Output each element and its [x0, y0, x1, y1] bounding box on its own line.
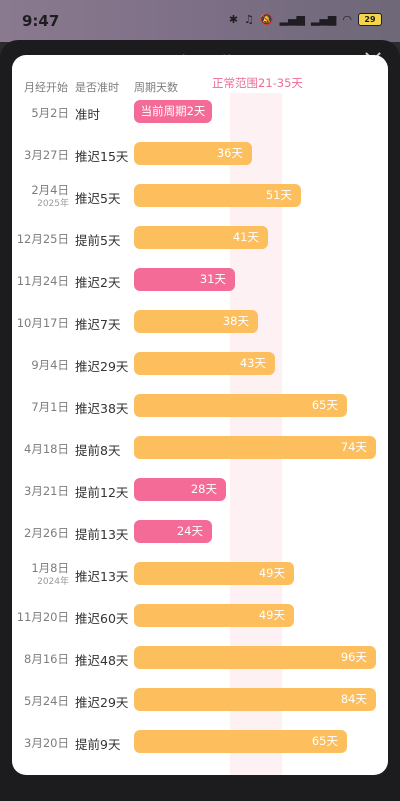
cycle-row[interactable]: 5月2日 准时 当前周期2天	[12, 98, 388, 126]
normal-range-label: 正常范围21-35天	[212, 76, 303, 90]
column-header-start: 月经开始	[24, 81, 68, 94]
cycle-date-text: 9月4日	[31, 358, 69, 372]
cycle-status: 提前12天	[75, 485, 129, 500]
cycle-year-text: 2024年	[37, 577, 69, 587]
cycle-date-text: 11月20日	[16, 610, 69, 624]
signal-icon: ▂▄▆	[279, 13, 305, 26]
cycle-status: 推迟15天	[75, 149, 129, 164]
cycle-length-bar: 24天	[134, 520, 212, 543]
cycle-year-text: 2025年	[37, 199, 69, 209]
cycle-status: 推迟13天	[75, 569, 129, 584]
status-bar: 9:47 ✱ ♫ 🔕 ▂▄▆ ▂▄▆ ◠ 29	[0, 0, 400, 42]
cycle-row[interactable]: 12月25日 提前5天 41天	[12, 224, 388, 252]
battery-icon: 29	[358, 13, 382, 26]
cycle-length-bar: 49天	[134, 562, 294, 585]
clock: 9:47	[22, 12, 60, 30]
cycle-length-bar: 96天	[134, 646, 376, 669]
cycle-date-text: 1月8日	[31, 561, 69, 575]
cycle-status: 提前5天	[75, 233, 121, 248]
cycle-status: 推迟5天	[75, 191, 121, 206]
cycle-status: 提前8天	[75, 443, 121, 458]
cycle-row[interactable]: 3月20日 提前9天 65天	[12, 728, 388, 756]
cycle-date-text: 12月25日	[16, 232, 69, 246]
cycle-row[interactable]: 11月20日 推迟60天 49天	[12, 602, 388, 630]
cycle-status: 推迟38天	[75, 401, 129, 416]
cycle-date-text: 2月26日	[24, 526, 69, 540]
cycle-status: 准时	[75, 107, 101, 122]
cycle-date-text: 3月27日	[24, 148, 69, 162]
cycle-length-bar: 65天	[134, 394, 347, 417]
status-icons: ✱ ♫ 🔕 ▂▄▆ ▂▄▆ ◠ 29	[229, 13, 382, 26]
cycle-row[interactable]: 3月27日 推迟15天 36天	[12, 140, 388, 168]
cycle-length-bar: 31天	[134, 268, 235, 291]
cycle-length-bar: 49天	[134, 604, 294, 627]
cycle-length-bar: 74天	[134, 436, 376, 459]
cycle-status: 推迟29天	[75, 359, 129, 374]
cycle-row[interactable]: 11月24日 推迟2天 31天	[12, 266, 388, 294]
cycle-row[interactable]: 7月1日 推迟38天 65天	[12, 392, 388, 420]
cycle-row[interactable]: 3月21日 提前12天 28天	[12, 476, 388, 504]
column-header-days: 周期天数	[134, 81, 178, 94]
cycle-length-bar: 84天	[134, 688, 376, 711]
cycle-date-text: 4月18日	[24, 442, 69, 456]
cycle-row[interactable]: 2月26日 提前13天 24天	[12, 518, 388, 546]
cycle-length-bar: 38天	[134, 310, 258, 333]
cycle-status: 推迟2天	[75, 275, 121, 290]
wifi-icon: ◠	[342, 13, 352, 26]
cycle-status: 推迟60天	[75, 611, 129, 626]
cycle-status: 推迟7天	[75, 317, 121, 332]
bluetooth-icon: ✱	[228, 13, 239, 26]
cycle-row[interactable]: 2月4日 2025年 推迟5天 51天	[12, 182, 388, 210]
cycle-date-text: 11月24日	[16, 274, 69, 288]
mute-icon: 🔕	[259, 13, 274, 26]
cycle-row[interactable]: 4月18日 提前8天 74天	[12, 434, 388, 462]
cycle-length-bar: 43天	[134, 352, 275, 375]
signal-2-icon: ▂▄▆	[311, 13, 337, 26]
cycle-status: 提前13天	[75, 527, 129, 542]
cycle-length-bar: 51天	[134, 184, 301, 207]
cycle-row[interactable]: 9月4日 推迟29天 43天	[12, 350, 388, 378]
cycle-date-text: 10月17日	[16, 316, 69, 330]
cycle-date-text: 3月21日	[24, 484, 69, 498]
cycle-date-text: 2月4日	[31, 183, 69, 197]
cycle-row[interactable]: 5月24日 推迟29天 84天	[12, 686, 388, 714]
cycle-date-text: 3月20日	[24, 736, 69, 750]
cycle-date-text: 5月24日	[24, 694, 69, 708]
cycle-length-bar: 65天	[134, 730, 347, 753]
earbuds-icon: ♫	[244, 13, 254, 26]
cycle-date-text: 7月1日	[31, 400, 69, 414]
cycle-date-text: 8月16日	[24, 652, 69, 666]
cycle-row[interactable]: 8月16日 推迟48天 96天	[12, 644, 388, 672]
cycle-length-bar: 41天	[134, 226, 268, 249]
cycle-length-bar: 36天	[134, 142, 252, 165]
cycle-status: 推迟29天	[75, 695, 129, 710]
column-header-on-time: 是否准时	[75, 81, 119, 94]
cycle-status: 推迟48天	[75, 653, 129, 668]
cycle-date-text: 5月2日	[31, 106, 69, 120]
cycle-status: 提前9天	[75, 737, 121, 752]
current-cycle-bar: 当前周期2天	[134, 100, 212, 123]
cycle-row[interactable]: 10月17日 推迟7天 38天	[12, 308, 388, 336]
cycle-card: 正常范围21-35天 月经开始 是否准时 周期天数 5月2日 准时 当前周期2天 3月…	[12, 55, 388, 775]
cycle-row[interactable]: 1月8日 2024年 推迟13天 49天	[12, 560, 388, 588]
cycle-length-bar: 28天	[134, 478, 226, 501]
